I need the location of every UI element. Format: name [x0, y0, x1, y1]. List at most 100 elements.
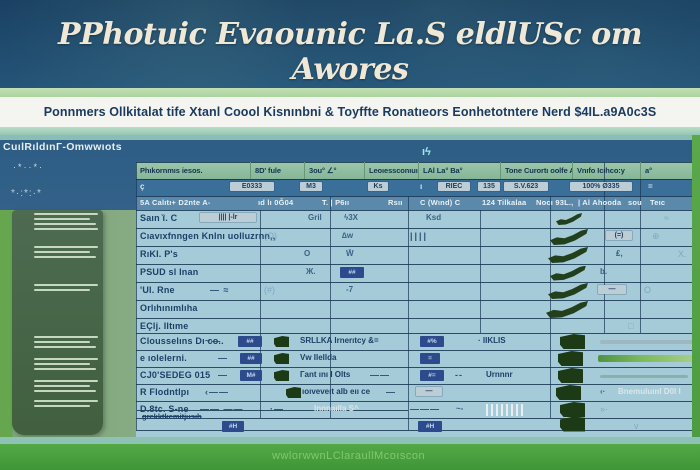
grid-vline — [604, 162, 605, 333]
ghost-icon: O — [644, 285, 652, 295]
sidebar-line — [34, 289, 90, 291]
grid-vline — [640, 162, 641, 333]
cell-badge: |||| |-lr — [200, 213, 256, 222]
table-row: CJ0'SEDEG 015 — M# Гant ını I OIts —— #= -- Urn… — [136, 367, 692, 384]
dash-mark: ·— — [270, 404, 284, 414]
table-panel: CuılRıldınГ-Omwwıots ıϟ ·*··*· *·:*:·* P… — [0, 135, 700, 437]
page-subtitle: Ponnmers Ollkitalat tife Xtanl Coool Kis… — [43, 105, 657, 119]
grid-hline — [136, 350, 692, 351]
cell-scribble: Ж. — [306, 267, 316, 276]
column-header: 8D' fule — [250, 162, 304, 179]
grid-hline — [137, 410, 408, 411]
grid-hline — [136, 246, 692, 247]
title-banner: PPhotuic Evaounic La.S eldlUSc om Awores — [0, 0, 700, 88]
status-block-icon — [558, 368, 583, 383]
subheader-cell: Nocı 93L., — [536, 198, 574, 207]
subheader-cell: 5A Calıtı+ D2nte A- — [140, 198, 211, 207]
status-block-icon — [560, 334, 585, 349]
grid-hline — [136, 228, 692, 229]
column-header: a° — [640, 162, 692, 179]
row-label: PSUD sl Inan — [140, 267, 199, 277]
cell-scribble: ϟ3X — [344, 213, 359, 222]
sidebar-line — [34, 218, 90, 220]
status-block-icon — [560, 402, 585, 417]
footer-teal-strip — [0, 437, 700, 444]
cell-badge: (=) — [606, 231, 632, 240]
cell-scribble: ∆w — [342, 231, 354, 240]
header-badge: ı — [420, 182, 423, 191]
sidebar-line — [34, 358, 98, 360]
grid-vline — [550, 196, 551, 418]
row-label: Cıavıxfnngen Knlnı uolluzrnn,, — [140, 231, 276, 241]
cell-badge: M# — [240, 370, 262, 381]
status-block-icon — [558, 351, 583, 366]
check-icon — [548, 247, 588, 263]
ghost-icon: □ — [628, 321, 634, 331]
header-badge: S.V.623 — [504, 182, 548, 191]
cell-badge: ## — [240, 353, 262, 364]
status-block-icon — [560, 416, 585, 432]
row-label: Saın ȉ. C — [140, 213, 178, 223]
cell-scribble: Gril — [308, 213, 322, 222]
table-row: #H #H v — [136, 416, 692, 432]
row-label: Clousselıns Dı co.. — [140, 336, 224, 346]
status-block-icon — [274, 370, 289, 381]
cell-badge: ## — [238, 336, 262, 347]
cell-text: Innnaılla S^ — [314, 404, 359, 413]
dash-mark: ——— — [410, 404, 440, 414]
check-icon — [550, 265, 586, 281]
badge-row-background — [136, 179, 692, 196]
grid-hline — [136, 318, 692, 319]
table-row: RıKI. P's O Ŵ ₤, X. — [136, 246, 692, 264]
row-label: e ıolelerni. — [140, 353, 187, 363]
subheader-cell: T. | P6ıı — [322, 198, 350, 207]
grid-hline — [136, 300, 692, 301]
sidebar-line — [34, 405, 90, 407]
subheader-cell: Rsıı — [388, 198, 403, 207]
dash-mark: —— —— — [200, 404, 244, 414]
footer-bar: wwlorwwnLClaraullMcoıscon — [0, 444, 700, 470]
sidebar-line — [34, 363, 90, 365]
sidebar-line — [34, 213, 98, 215]
dash-mark: ~— — [205, 336, 222, 346]
grid-vline — [260, 210, 261, 418]
row-label: 'Ul. Rne — [140, 285, 175, 295]
header-badge: = — [648, 182, 653, 191]
header-badge: ç — [140, 182, 145, 191]
sidebar-panel — [12, 210, 103, 435]
cell-badge: #= — [420, 370, 444, 381]
header-badge: 135 — [478, 182, 500, 191]
table-area: Phıkornmıs iesos. 8D' fule 3ou° ∠° Leoıessc… — [0, 135, 700, 437]
sidebar-line — [34, 400, 98, 402]
dash-mark: —— — [370, 370, 390, 380]
subheader-cell: 124 Tilkalaa — [482, 198, 527, 207]
cell-badge: = — [420, 353, 440, 364]
status-block-icon — [274, 336, 289, 347]
grid-hline — [136, 210, 692, 211]
grid-hline — [136, 430, 692, 431]
sidebar-line — [34, 390, 96, 392]
column-header: Vnıfo Icıhco:y — [572, 162, 640, 179]
status-block-icon — [556, 385, 581, 400]
check-icon — [546, 301, 588, 318]
grid-hline — [136, 418, 692, 419]
column-header: Leoıessconıuı — [364, 162, 418, 179]
grid-vline — [330, 196, 331, 418]
grid-hline — [136, 384, 692, 385]
row-label: D.8tc. S-ne — [140, 404, 189, 414]
table-row: Saın ȉ. C |||| |-lr Gril ϟ3X Ksd ≈ — [136, 210, 692, 228]
cell-text: SRLLKA Irnerıtcy &= — [300, 336, 379, 345]
sidebar-line — [34, 228, 98, 230]
dash-mark: -- — [455, 370, 463, 380]
sidebar-line — [34, 246, 98, 248]
table-row: PSUD sl Inan Ж. ## b. — [136, 264, 692, 282]
logo-snowflake-icon: ·*··*· — [13, 162, 44, 172]
sidebar-line — [34, 380, 98, 382]
cell-text: ıoıveveıt alb eıı ce — [302, 387, 371, 396]
cell-text: Vw Ilellda — [300, 353, 337, 362]
cell-scribble: ₤, — [616, 249, 623, 258]
dash-mark: — — [218, 370, 228, 380]
footer-watermark: wwlorwwnLClaraullMcoıscon — [272, 450, 426, 462]
row-label: EÇlj. Iltıme — [140, 321, 189, 331]
sidebar-line — [34, 346, 96, 348]
